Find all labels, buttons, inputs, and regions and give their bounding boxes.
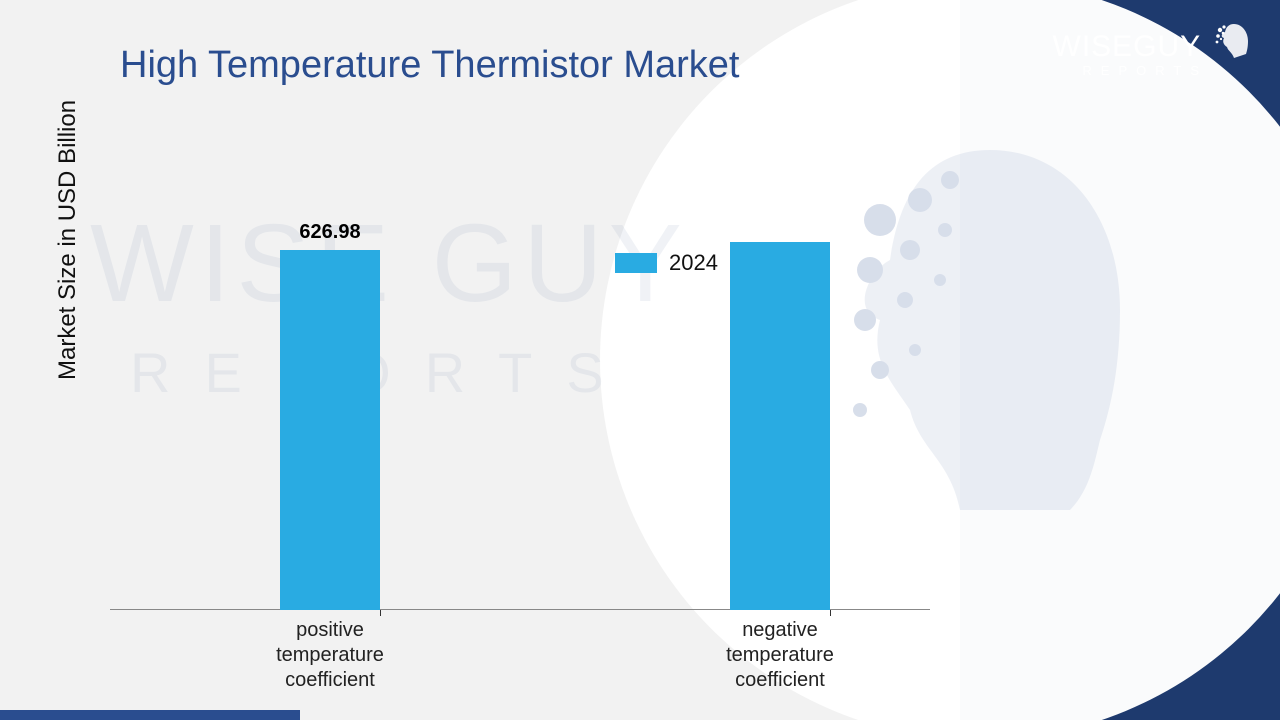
x-axis-tick (380, 610, 381, 616)
brand-logo-sub: REPORTS (1053, 64, 1208, 77)
brand-head-icon (1212, 22, 1250, 60)
brand-logo: WISEGUY REPORTS (1053, 22, 1250, 77)
category-label: negativetemperaturecoefficient (690, 618, 870, 693)
bar-negative-temperature-coefficient (730, 242, 830, 610)
category-label: positivetemperaturecoefficient (240, 618, 420, 693)
legend-swatch (615, 253, 657, 273)
x-axis-tick (830, 610, 831, 616)
bottom-accent-bar (0, 710, 300, 720)
chart-legend: 2024 (615, 250, 718, 276)
chart-canvas: WISE GUY REPORTS High Temperature Thermi… (0, 0, 1280, 720)
brand-logo-name: WISEGUY (1053, 22, 1250, 62)
legend-label: 2024 (669, 250, 718, 276)
brand-name-text: WISEGUY (1053, 30, 1201, 63)
y-axis-label: Market Size in USD Billion (54, 100, 82, 380)
bar-positive-temperature-coefficient (280, 250, 380, 611)
chart-title: High Temperature Thermistor Market (120, 44, 740, 87)
bar-value-label: 626.98 (270, 221, 390, 244)
bar-chart: 2024 626.98 positivetemperaturecoefficie… (110, 150, 930, 610)
